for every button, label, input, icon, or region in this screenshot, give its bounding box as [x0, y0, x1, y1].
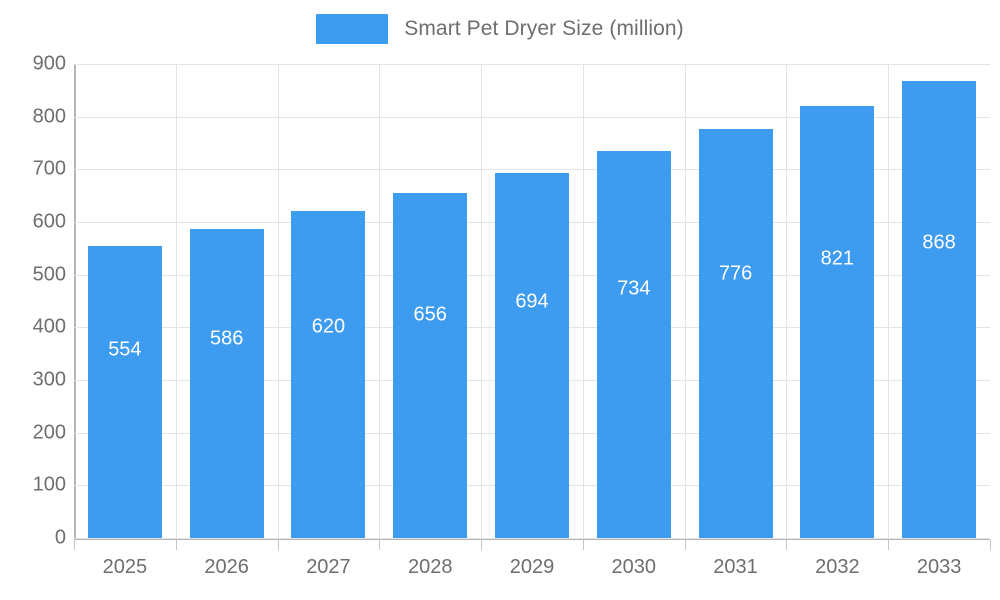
y-axis-tick-label: 600 [32, 210, 66, 233]
x-axis-tick-label: 2033 [916, 556, 962, 578]
y-axis-tick-labels: 0 100 200 300 400 500 600 700 800 900 [0, 0, 66, 600]
x-axis-tick-label: 2032 [815, 556, 860, 578]
x-axis-tick-mark [786, 540, 788, 550]
bar-value-label: 620 [311, 315, 346, 338]
bar-2027[interactable]: 620 [291, 211, 366, 538]
plot-area: 554 586 620 656 694 734 776 821 868 [74, 64, 990, 539]
y-axis-tick-label: 300 [32, 368, 66, 391]
bar-value-label: 868 [922, 231, 956, 254]
bar-value-label: 821 [820, 247, 855, 270]
bar-value-label: 656 [413, 303, 447, 326]
y-axis-tick-label: 0 [54, 526, 66, 549]
x-axis-tick-mark [582, 540, 584, 550]
x-axis-tick-label: 2030 [611, 556, 657, 578]
x-axis-tick-label: 2028 [407, 556, 453, 578]
bar-2028[interactable]: 656 [393, 192, 468, 538]
legend-item-smart-pet-dryer-size[interactable]: Smart Pet Dryer Size (million) [316, 14, 684, 44]
x-axis-tick-mark [277, 540, 279, 550]
bar-2030[interactable]: 734 [596, 151, 671, 538]
bar-value-label: 694 [515, 290, 549, 313]
x-axis-tick-mark [379, 540, 381, 550]
x-axis-tick-mark [175, 540, 177, 550]
y-axis-line [74, 64, 76, 538]
y-axis-tick-label: 700 [32, 157, 66, 180]
x-axis-tick-label: 2025 [102, 556, 148, 578]
bar-value-label: 734 [617, 277, 651, 300]
x-axis-tick-label: 2027 [306, 556, 351, 578]
y-axis-tick-label: 900 [32, 52, 66, 75]
legend-color-swatch [316, 14, 389, 44]
y-axis-tick-label: 500 [32, 263, 66, 286]
x-axis-line [74, 538, 990, 540]
bar-2032[interactable]: 821 [800, 105, 875, 538]
bar-2026[interactable]: 586 [189, 229, 264, 538]
bar-2025[interactable]: 554 [87, 246, 162, 538]
x-axis-tick-mark [990, 540, 991, 550]
x-axis-tick-label: 2026 [204, 556, 249, 578]
bar-value-label: 554 [108, 338, 142, 361]
y-axis-tick-label: 100 [32, 473, 66, 496]
x-axis-tick-mark [888, 540, 890, 550]
x-axis-tick-label: 2031 [713, 556, 758, 578]
y-axis-tick-label: 800 [32, 105, 66, 128]
bar-value-label: 776 [718, 262, 753, 285]
bar-2033[interactable]: 868 [902, 80, 977, 538]
y-axis-tick-label: 400 [32, 315, 66, 338]
legend-item-label: Smart Pet Dryer Size (million) [404, 17, 684, 40]
bar-2031[interactable]: 776 [698, 129, 773, 538]
x-axis-tick-label: 2029 [509, 556, 555, 578]
chart-legend: Smart Pet Dryer Size (million) [0, 0, 1000, 58]
x-axis-tick-mark [684, 540, 686, 550]
bar-series: 554 586 620 656 694 734 776 821 868 [74, 64, 990, 538]
bar-value-label: 586 [209, 327, 244, 350]
x-axis-tick-mark [481, 540, 483, 550]
bar-2029[interactable]: 694 [495, 172, 569, 538]
y-axis-tick-label: 200 [32, 421, 66, 444]
x-axis-tick-mark [74, 540, 75, 550]
